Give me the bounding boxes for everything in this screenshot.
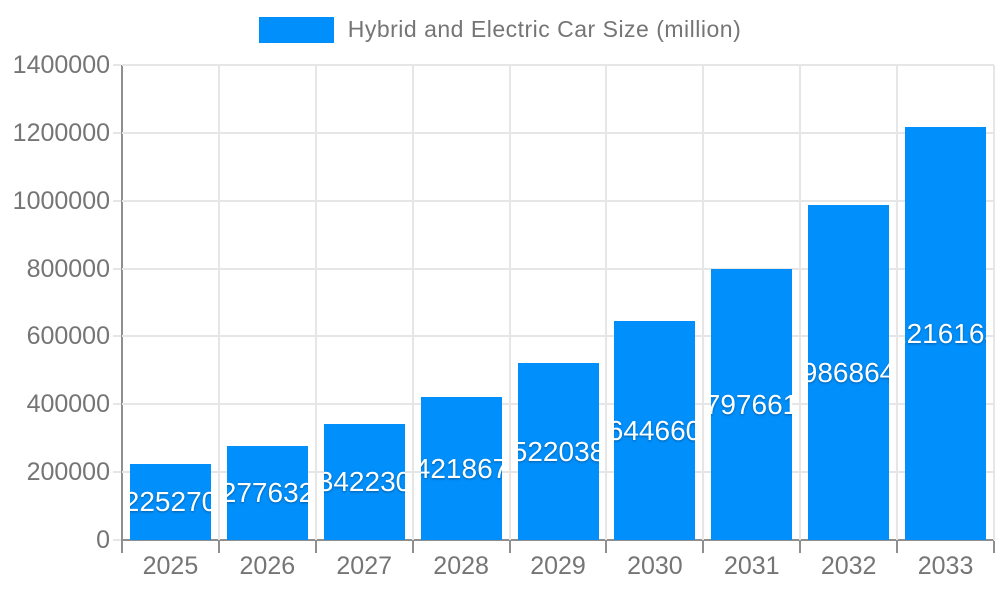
v-gridline bbox=[605, 65, 608, 540]
bar-value-label: 421867 bbox=[421, 452, 502, 484]
v-gridline bbox=[411, 65, 414, 540]
y-axis-tick bbox=[113, 131, 121, 134]
x-axis-label-2026: 2026 bbox=[239, 552, 296, 580]
bar-2027[interactable]: 342230 bbox=[324, 424, 405, 540]
bar-value-label: 522038 bbox=[518, 435, 599, 467]
x-axis-tick bbox=[314, 541, 317, 553]
v-gridline bbox=[217, 65, 220, 540]
bar-2031[interactable]: 797661 bbox=[711, 269, 792, 540]
x-axis-label-2028: 2028 bbox=[433, 552, 489, 580]
x-axis-tick bbox=[702, 541, 705, 553]
y-axis-tick bbox=[113, 471, 121, 474]
bar-2030[interactable]: 644660 bbox=[614, 321, 695, 540]
x-axis-line bbox=[121, 539, 994, 541]
bar-2032[interactable]: 986864 bbox=[808, 205, 889, 540]
plot-area: 225270 277632 342230 421867 522038 644660 7976… bbox=[113, 64, 995, 553]
y-axis-tick bbox=[113, 539, 121, 541]
bar-value-label: 277632 bbox=[227, 477, 308, 508]
y-axis-tick bbox=[113, 403, 121, 406]
legend-label: Hybrid and Electric Car Size (million) bbox=[347, 16, 742, 42]
y-axis-line bbox=[121, 65, 123, 540]
bar-value-label: 225270 bbox=[130, 486, 211, 517]
x-axis-tick bbox=[121, 541, 123, 553]
bar-2025[interactable]: 225270 bbox=[130, 464, 211, 540]
bar-value-label: 797661 bbox=[711, 388, 792, 420]
x-axis-label-2027: 2027 bbox=[336, 552, 393, 580]
bar-2029[interactable]: 522038 bbox=[518, 363, 599, 540]
y-axis-label: 400000 bbox=[26, 390, 110, 419]
x-axis-tick bbox=[993, 541, 995, 553]
x-axis-label-2029: 2029 bbox=[530, 552, 586, 580]
x-axis-tick bbox=[217, 541, 220, 553]
y-axis-label: 0 bbox=[96, 526, 110, 554]
x-axis-tick bbox=[605, 541, 608, 553]
x-axis-tick bbox=[896, 541, 899, 553]
v-gridline bbox=[993, 65, 995, 540]
x-axis-label-2033: 2033 bbox=[917, 552, 974, 580]
v-gridline bbox=[702, 65, 705, 540]
x-axis-tick bbox=[799, 541, 802, 553]
y-axis-tick bbox=[113, 267, 121, 270]
y-axis-tick bbox=[113, 199, 121, 202]
bar-2028[interactable]: 421867 bbox=[421, 397, 502, 540]
x-axis-label-2030: 2030 bbox=[627, 552, 683, 580]
v-gridline bbox=[896, 65, 899, 540]
h-gridline bbox=[122, 131, 994, 134]
legend[interactable]: Hybrid and Electric Car Size (million) bbox=[0, 16, 1000, 43]
v-gridline bbox=[799, 65, 802, 540]
y-axis-label: 1000000 bbox=[12, 186, 110, 215]
h-gridline bbox=[122, 64, 994, 66]
y-axis-label: 800000 bbox=[26, 254, 110, 283]
bar-value-label: 1216163 bbox=[905, 317, 986, 349]
h-gridline bbox=[122, 267, 994, 270]
y-axis-tick bbox=[113, 335, 121, 338]
bar-value-label: 342230 bbox=[324, 466, 405, 497]
x-axis-label-2032: 2032 bbox=[820, 552, 877, 580]
y-axis-label: 1200000 bbox=[12, 118, 110, 147]
bar-2033[interactable]: 1216163 bbox=[905, 127, 986, 540]
x-axis-label-2031: 2031 bbox=[723, 552, 780, 580]
bar-value-label: 986864 bbox=[808, 356, 889, 388]
x-axis-tick bbox=[508, 541, 511, 553]
x-axis-label-2025: 2025 bbox=[142, 552, 199, 580]
x-axis-tick bbox=[411, 541, 414, 553]
h-gridline bbox=[122, 199, 994, 202]
bar-value-label: 644660 bbox=[614, 414, 695, 446]
y-axis-label: 1400000 bbox=[12, 51, 110, 79]
y-axis-label: 600000 bbox=[26, 322, 110, 351]
v-gridline bbox=[314, 65, 317, 540]
bar-2026[interactable]: 277632 bbox=[227, 446, 308, 540]
y-axis-tick bbox=[113, 64, 121, 66]
v-gridline bbox=[508, 65, 511, 540]
h-gridline bbox=[122, 335, 994, 338]
y-axis-label: 200000 bbox=[26, 458, 110, 487]
legend-swatch bbox=[258, 16, 334, 43]
